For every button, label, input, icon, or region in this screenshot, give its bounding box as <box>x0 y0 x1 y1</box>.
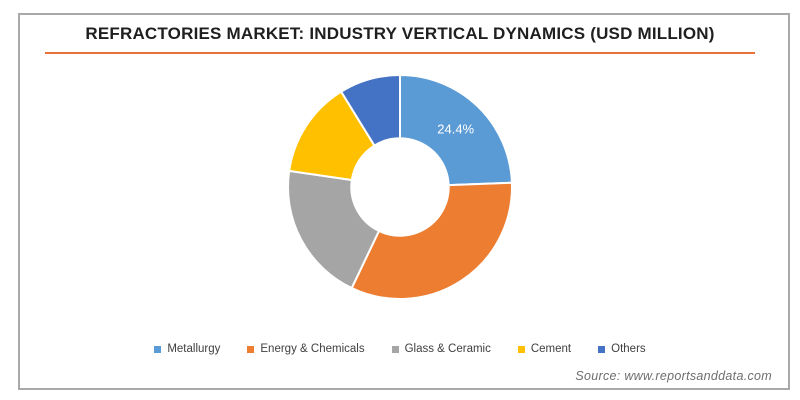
legend-swatch-metallurgy <box>154 345 162 353</box>
legend-label: Cement <box>530 343 572 355</box>
legend-swatch-energy-chemicals <box>247 345 255 353</box>
legend-swatch-cement <box>517 345 525 353</box>
source-credit: Source: www.reportsanddata.com <box>575 369 772 383</box>
chart-legend: Metallurgy Energy & Chemicals Glass & Cera… <box>0 343 800 355</box>
chart-title: REFRACTORIES MARKET: INDUSTRY VERTICAL D… <box>85 24 715 43</box>
legend-label: Metallurgy <box>167 343 221 355</box>
legend-item-cement: Cement <box>517 343 572 355</box>
legend-item-metallurgy: Metallurgy <box>154 343 220 355</box>
legend-item-others: Others <box>598 343 646 355</box>
donut-slice-others <box>340 74 401 147</box>
legend-label: Glass & Ceramic <box>404 343 491 355</box>
donut-slice-metallurgy <box>399 74 513 187</box>
title-underline-rule <box>45 52 755 54</box>
legend-label: Others <box>611 343 646 355</box>
legend-swatch-others <box>598 345 606 353</box>
legend-swatch-glass-ceramic <box>391 345 399 353</box>
donut-slice-glass-ceramic <box>287 169 380 290</box>
legend-item-energy-chemicals: Energy & Chemicals <box>247 343 365 355</box>
donut-slice-energy-chemicals <box>350 181 513 300</box>
legend-item-glass-ceramic: Glass & Ceramic <box>391 343 491 355</box>
legend-label: Energy & Chemicals <box>260 343 365 355</box>
data-label-metallurgy: 24.4% <box>437 122 474 137</box>
